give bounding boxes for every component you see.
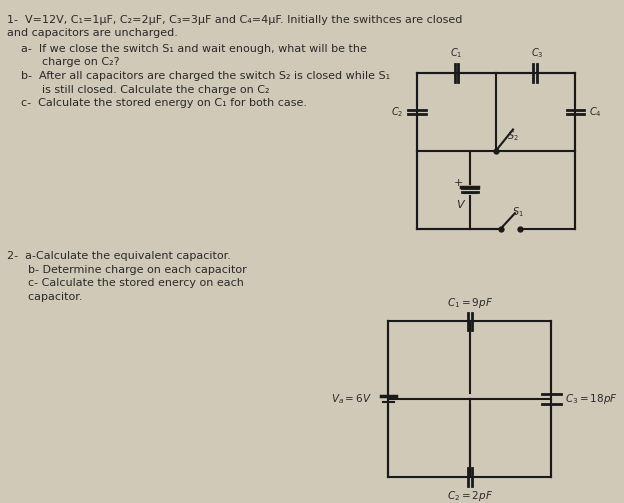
Text: $V_a = 6V$: $V_a = 6V$ (331, 392, 373, 406)
Text: $C_3$: $C_3$ (530, 47, 544, 60)
Text: $C_1$: $C_1$ (451, 47, 462, 60)
Text: V: V (456, 201, 464, 210)
Text: c- Calculate the stored enercy on each: c- Calculate the stored enercy on each (7, 279, 243, 289)
Text: 1-  V=12V, C₁=1μF, C₂=2μF, C₃=3μF and C₄=4μF. Initially the swithces are closed: 1- V=12V, C₁=1μF, C₂=2μF, C₃=3μF and C₄=… (7, 15, 462, 25)
Text: $C_1 = 9pF$: $C_1 = 9pF$ (447, 296, 493, 310)
Text: c-  Calculate the stored energy on C₁ for both case.: c- Calculate the stored energy on C₁ for… (7, 99, 307, 108)
Text: b- Determine charge on each capacitor: b- Determine charge on each capacitor (7, 265, 246, 275)
Text: $C_2 = 2pF$: $C_2 = 2pF$ (447, 489, 493, 503)
Text: $C_2$: $C_2$ (391, 105, 404, 119)
Text: +: + (454, 178, 463, 188)
Text: 2-  a-Calculate the equivalent capacitor.: 2- a-Calculate the equivalent capacitor. (7, 251, 231, 261)
Text: b-  After all capacitors are charged the switch S₂ is closed while S₁: b- After all capacitors are charged the … (7, 71, 390, 81)
Text: $C_4$: $C_4$ (589, 105, 602, 119)
Text: $C_3 = 18pF$: $C_3 = 18pF$ (565, 392, 618, 406)
Text: and capacitors are uncharged.: and capacitors are uncharged. (7, 28, 178, 38)
Text: is still closed. Calculate the charge on C₂: is still closed. Calculate the charge on… (7, 85, 269, 95)
Text: a-  If we close the switch S₁ and wait enough, what will be the: a- If we close the switch S₁ and wait en… (7, 44, 366, 54)
Text: capacitor.: capacitor. (7, 292, 82, 302)
Text: $S_2$: $S_2$ (507, 129, 519, 143)
Text: charge on C₂?: charge on C₂? (7, 57, 119, 67)
Text: $S_1$: $S_1$ (512, 205, 524, 219)
